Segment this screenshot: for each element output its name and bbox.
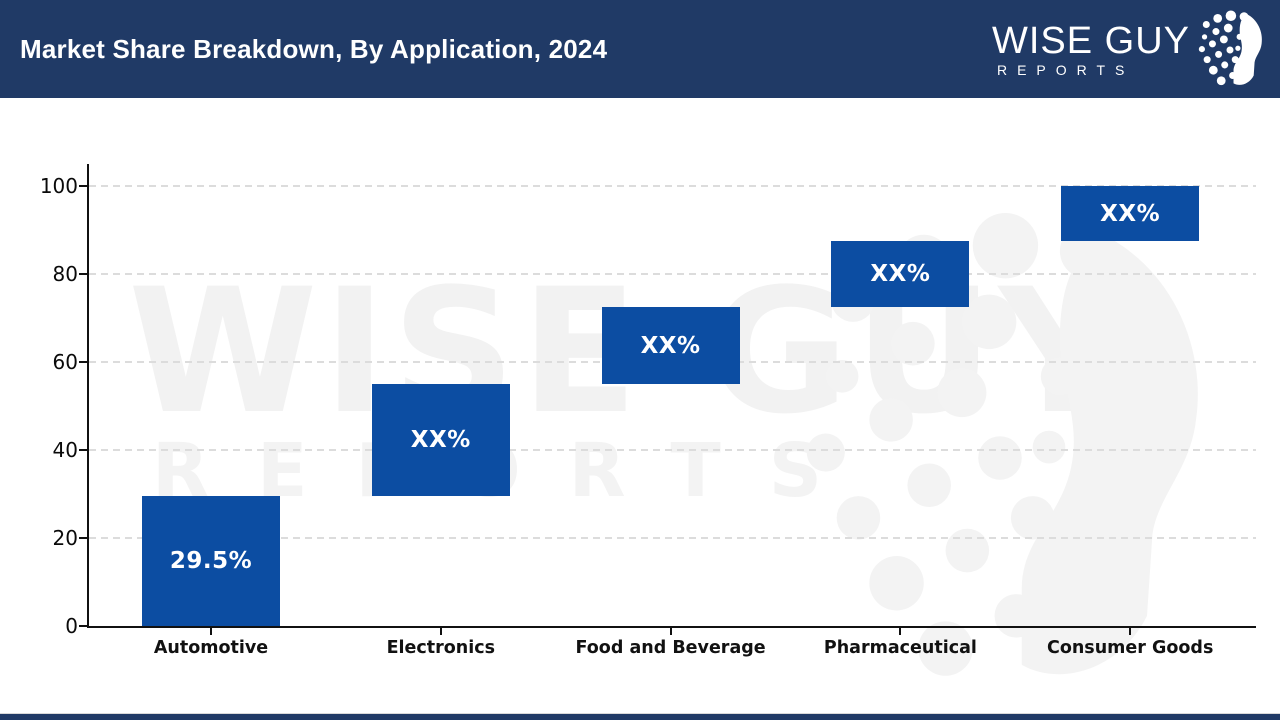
y-axis-tick-mark	[79, 537, 88, 539]
y-axis-tick-label: 60	[52, 350, 78, 374]
bar-automotive: 29.5%	[142, 496, 280, 626]
y-axis-line	[87, 164, 89, 628]
x-axis-tick-mark	[669, 628, 672, 635]
x-axis-tick-mark	[210, 628, 212, 635]
x-axis-tick-mark	[439, 628, 442, 635]
x-axis-tick-mark	[899, 628, 902, 635]
bar-value-label: XX%	[410, 427, 471, 454]
bar-food-and-beverage: XX%	[601, 307, 740, 384]
gridline	[89, 273, 1256, 275]
x-axis-category-label-food-and-beverage: Food and Beverage	[575, 638, 766, 658]
bar-pharmaceutical: XX%	[831, 241, 970, 307]
logo-text: WISE GUY REPORTS	[992, 21, 1190, 78]
x-axis-category-label-automotive: Automotive	[153, 638, 269, 658]
y-axis-tick-label: 40	[52, 438, 78, 462]
bar-value-label: XX%	[1100, 200, 1161, 227]
x-axis-category-label-electronics: Electronics	[386, 638, 496, 658]
bar-value-label: XX%	[640, 332, 701, 359]
bar-consumer-goods: XX%	[1061, 186, 1200, 241]
dotted-head-logo-icon	[1198, 10, 1262, 86]
y-axis-tick-mark	[79, 449, 88, 451]
bar-value-label: 29.5%	[169, 548, 253, 575]
y-axis-tick-label: 20	[52, 526, 78, 550]
gridline	[89, 449, 1256, 451]
y-axis-tick-mark	[79, 625, 88, 627]
x-axis-line	[87, 626, 1256, 628]
logo-wordmark: WISE GUY	[991, 20, 1190, 63]
y-axis-tick-label: 80	[52, 262, 78, 286]
gridline	[89, 185, 1256, 187]
footer-divider	[0, 713, 1280, 714]
x-axis-tick-mark	[1129, 628, 1132, 635]
y-axis-tick-mark	[79, 361, 88, 363]
y-axis-tick-label: 0	[65, 614, 78, 638]
gridline	[89, 537, 1256, 539]
bar-electronics: XX%	[371, 384, 510, 497]
page-title: Market Share Breakdown, By Application, …	[20, 33, 608, 64]
logo-subtitle: REPORTS	[996, 62, 1135, 79]
chart-plot-area: WISE GUY REPORTS 02040608010029.5%Automo…	[0, 98, 1280, 720]
y-axis-tick-label: 100	[39, 174, 78, 198]
bar-value-label: XX%	[870, 261, 931, 287]
y-axis-tick-mark	[79, 185, 88, 187]
footer-accent-bar	[0, 714, 1280, 720]
x-axis-category-label-pharmaceutical: Pharmaceutical	[823, 638, 977, 658]
x-axis-category-label-consumer-goods: Consumer Goods	[1046, 638, 1214, 658]
header-bar: Market Share Breakdown, By Application, …	[0, 0, 1280, 98]
y-axis-tick-mark	[79, 273, 88, 275]
wise-guy-reports-logo: WISE GUY REPORTS	[992, 10, 1266, 90]
